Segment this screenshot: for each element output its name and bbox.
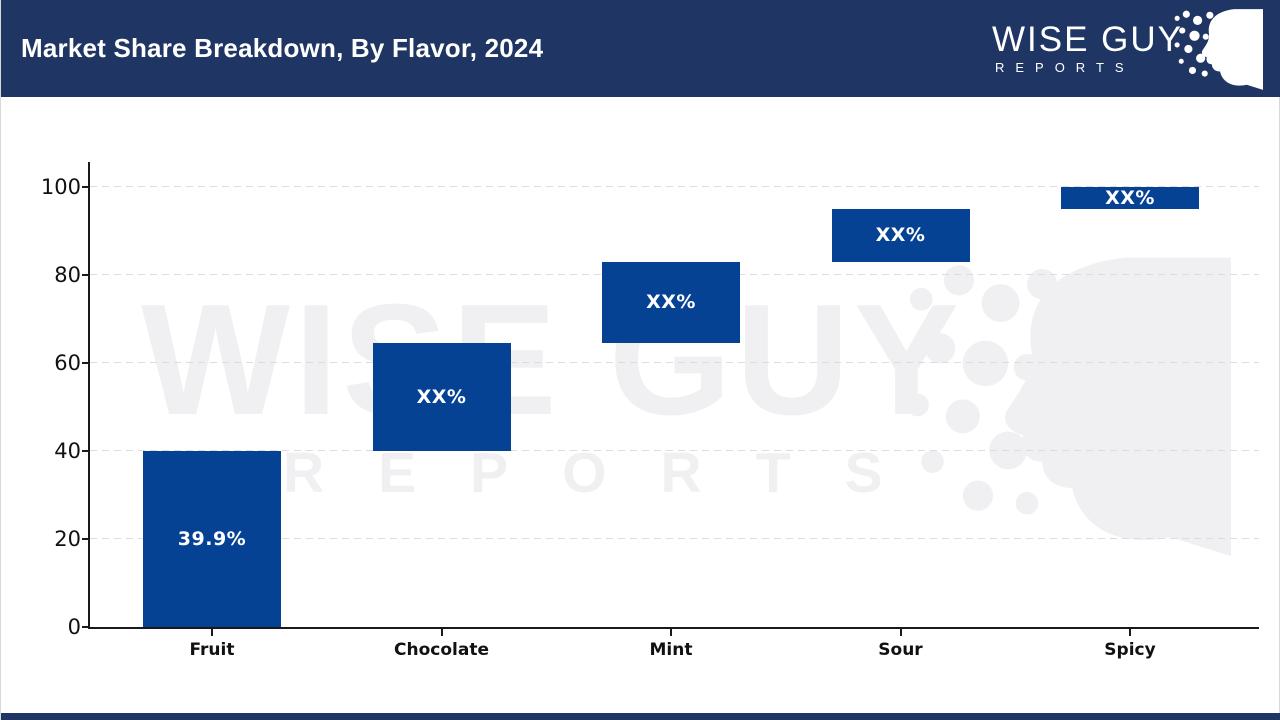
x-tick-mark [899,629,902,636]
footer-bar [1,713,1280,720]
y-tick-mark [82,186,89,188]
bar: XX% [372,343,511,452]
x-tick-label: Chocolate [394,640,489,660]
y-tick-label: 20 [54,527,81,551]
x-axis [88,627,1259,629]
x-tick-label: Spicy [1104,640,1156,660]
y-tick-label: 80 [54,263,81,287]
bar-value-label: XX% [646,291,696,314]
x-tick-label: Sour [878,640,923,660]
y-tick-mark [82,362,89,364]
x-tick-label: Mint [649,640,693,660]
y-tick-label: 0 [67,615,81,639]
y-axis [88,162,90,629]
bar: XX% [602,261,740,344]
x-tick-mark [211,629,213,636]
y-tick-label: 60 [54,351,81,375]
logo-wordmark: WISE GUY [991,20,1183,59]
bar-value-label: 39.9% [177,528,247,551]
x-tick-mark [440,629,443,636]
header-bar: Market Share Breakdown, By Flavor, 2024 … [1,0,1280,97]
grid-line [90,538,1259,539]
x-tick-mark [1129,629,1131,636]
y-tick-label: 40 [54,439,81,463]
bar-value-label: XX% [1105,187,1155,209]
chart-title: Market Share Breakdown, By Flavor, 2024 [21,33,544,63]
logo-subtext: REPORTS [994,60,1135,75]
wise-guy-logo: WISE GUY REPORTS [992,0,1263,97]
bar: XX% [1061,187,1199,209]
y-tick-mark [82,274,89,276]
x-tick-mark [670,629,672,636]
grid-line [90,186,1259,187]
y-tick-label: 100 [40,175,81,199]
bar: XX% [831,209,970,262]
y-tick-mark [82,626,89,628]
bar: 39.9% [143,451,281,627]
grid-line [90,450,1259,451]
y-tick-mark [82,450,89,452]
grid-line [90,362,1259,363]
bar-value-label: XX% [875,224,926,247]
logo-text: WISE GUY REPORTS [992,22,1183,75]
x-tick-label: Fruit [189,640,235,660]
bar-value-label: XX% [416,386,467,409]
y-tick-mark [82,538,89,540]
logo-face-icon [1174,8,1263,90]
